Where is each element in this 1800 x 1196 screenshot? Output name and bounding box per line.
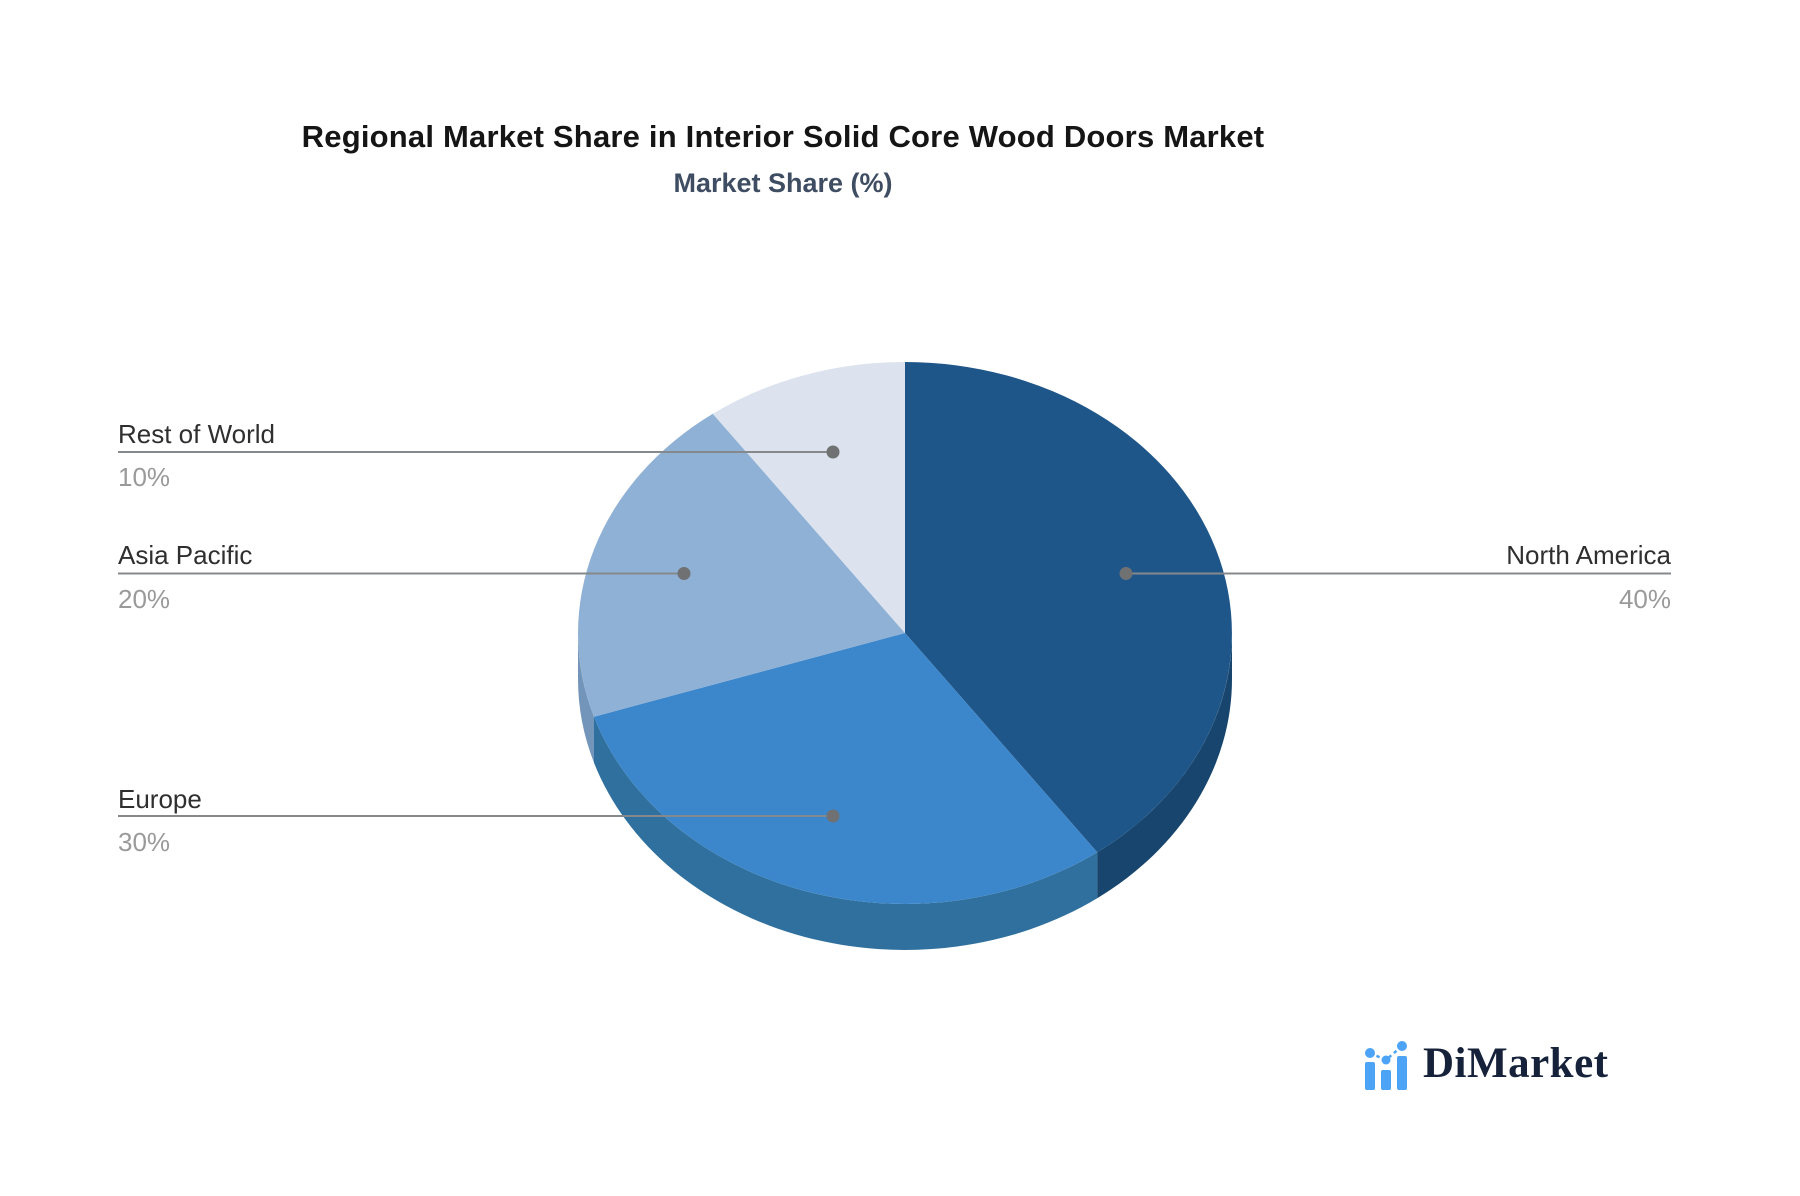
label-north-america: North America (1506, 540, 1671, 570)
pie-side-north-america (1097, 633, 1232, 899)
value-asia-pacific: 20% (118, 584, 171, 614)
leader-dot-europe (826, 809, 840, 823)
logo-bar-2 (1381, 1070, 1391, 1090)
pie-slice-rest-of-world[interactable] (712, 362, 905, 633)
leader-dot-asia-pacific (677, 567, 691, 580)
brand-logo: DiMarket (1363, 1038, 1609, 1090)
label-rest-of-world: Rest of World (118, 419, 276, 449)
logo-dot-3 (1397, 1041, 1407, 1051)
logo-dot-2 (1381, 1055, 1391, 1065)
leader-dot-rest-of-world (826, 445, 840, 459)
logo-bar-3 (1397, 1056, 1407, 1090)
label-europe: Europe (118, 784, 202, 814)
brand-name: DiMarket (1423, 1040, 1609, 1087)
bar-chart-logo-icon (1365, 1041, 1407, 1090)
value-north-america: 40% (1618, 584, 1671, 614)
value-rest-of-world: 10% (118, 462, 171, 492)
value-europe: 30% (118, 827, 171, 857)
logo-bar-1 (1365, 1062, 1375, 1090)
pie-side-europe (594, 716, 1098, 950)
pie-slice-europe[interactable] (594, 633, 1098, 904)
pie-slice-north-america[interactable] (905, 362, 1232, 853)
pie-slice-asia-pacific[interactable] (578, 413, 905, 717)
logo-dot-1 (1365, 1048, 1375, 1058)
chart-title: Regional Market Share in Interior Solid … (301, 119, 1265, 154)
chart-subtitle: Market Share (%) (673, 168, 893, 198)
pie-side-asia-pacific (578, 633, 594, 763)
label-asia-pacific: Asia Pacific (118, 540, 253, 570)
leader-dot-north-america (1119, 567, 1133, 580)
